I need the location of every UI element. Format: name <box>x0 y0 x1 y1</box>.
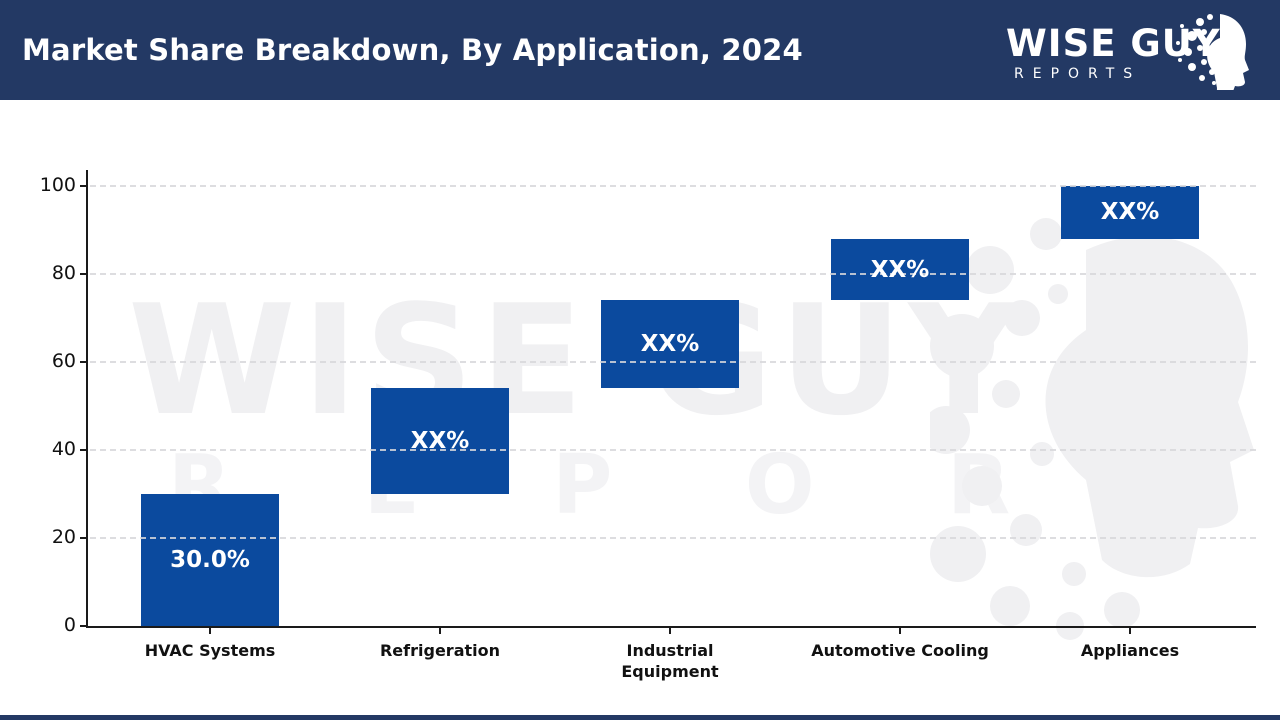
y-axis-label: 40 <box>51 438 76 460</box>
bar-value-label: XX% <box>870 256 930 283</box>
y-axis-label: 100 <box>39 174 76 196</box>
bar-value-label: XX% <box>1100 199 1160 226</box>
x-tick <box>439 626 441 634</box>
bar-value-label: 30.0% <box>170 547 250 573</box>
logo-head-icon <box>1176 14 1249 90</box>
y-tick <box>80 361 88 363</box>
y-tick <box>80 537 88 539</box>
bar-segment-2 <box>371 388 509 494</box>
header-bar: Market Share Breakdown, By Application, … <box>0 0 1280 100</box>
x-tick <box>899 626 901 634</box>
x-tick <box>1129 626 1131 634</box>
x-axis-label: Industrial Equipment <box>621 641 719 681</box>
watermark-head-icon <box>930 218 1254 640</box>
gridline-80 <box>90 273 1256 275</box>
y-axis-label: 20 <box>51 526 76 548</box>
chart-title: Market Share Breakdown, By Application, … <box>22 33 803 67</box>
x-axis-label: Automotive Cooling <box>811 641 989 660</box>
y-axis-line <box>86 170 88 628</box>
x-axis-label: HVAC Systems <box>144 641 276 660</box>
y-tick <box>80 185 88 187</box>
bar-segment-4 <box>831 238 969 301</box>
watermark-text: WISE GUY <box>128 272 1025 449</box>
bar-value-label: XX% <box>640 331 700 358</box>
gridline-20 <box>90 537 1256 539</box>
bar-value-label: XX% <box>410 428 470 455</box>
x-tick <box>669 626 671 634</box>
logo-subtext: REPORTS <box>1014 66 1141 82</box>
x-tick <box>209 626 211 634</box>
gridline-60 <box>90 361 1256 363</box>
y-axis-label: 80 <box>51 262 76 284</box>
footer-strip <box>0 715 1280 720</box>
y-axis-label: 60 <box>51 350 76 372</box>
bar-segment-3 <box>601 300 739 389</box>
y-axis-label: 0 <box>63 614 76 636</box>
bar-segment-1 <box>141 494 279 626</box>
x-axis-label: Appliances <box>1080 641 1180 660</box>
logo-wordmark: WISE GUY <box>1006 22 1221 65</box>
gridline-100 <box>90 185 1256 187</box>
bar-segment-5 <box>1061 186 1199 239</box>
y-tick <box>80 273 88 275</box>
gridline-40 <box>90 449 1256 451</box>
wise-guy-logo: WISE GUY REPORTS <box>1004 10 1254 90</box>
y-tick <box>80 449 88 451</box>
y-tick <box>80 625 88 627</box>
x-axis-label: Refrigeration <box>379 641 500 660</box>
x-axis-line <box>86 626 1256 628</box>
